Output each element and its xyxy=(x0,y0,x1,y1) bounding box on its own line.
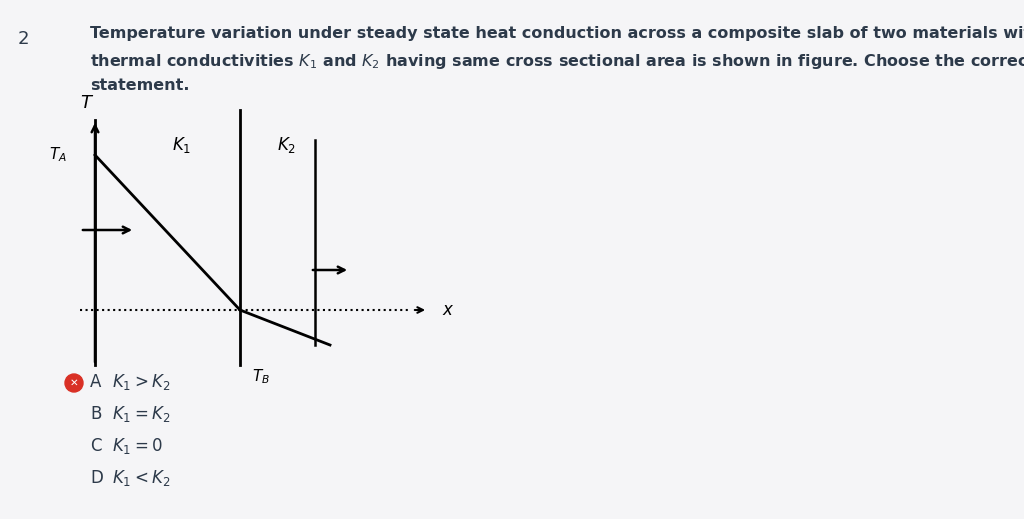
Text: D: D xyxy=(90,469,102,487)
Text: $K_1 = 0$: $K_1 = 0$ xyxy=(112,436,163,456)
Circle shape xyxy=(65,374,83,392)
Text: $K_1 > K_2$: $K_1 > K_2$ xyxy=(112,372,170,392)
Text: $x$: $x$ xyxy=(442,301,455,319)
Text: B: B xyxy=(90,405,101,423)
Text: $K_2$: $K_2$ xyxy=(278,135,297,155)
Text: $T_A$: $T_A$ xyxy=(49,146,67,165)
Text: C: C xyxy=(90,437,101,455)
Text: $T$: $T$ xyxy=(80,94,94,112)
Text: $K_1$: $K_1$ xyxy=(172,135,191,155)
Text: thermal conductivities $K_1$ and $K_2$ having same cross sectional area is shown: thermal conductivities $K_1$ and $K_2$ h… xyxy=(90,52,1024,71)
Text: Temperature variation under steady state heat conduction across a composite slab: Temperature variation under steady state… xyxy=(90,26,1024,41)
Text: $K_1 = K_2$: $K_1 = K_2$ xyxy=(112,404,170,424)
Text: $T_B$: $T_B$ xyxy=(252,367,270,386)
Text: A: A xyxy=(90,373,101,391)
Text: statement.: statement. xyxy=(90,78,189,93)
Text: ✕: ✕ xyxy=(70,378,79,388)
Text: 2: 2 xyxy=(18,30,30,48)
Text: $K_1 < K_2$: $K_1 < K_2$ xyxy=(112,468,170,488)
